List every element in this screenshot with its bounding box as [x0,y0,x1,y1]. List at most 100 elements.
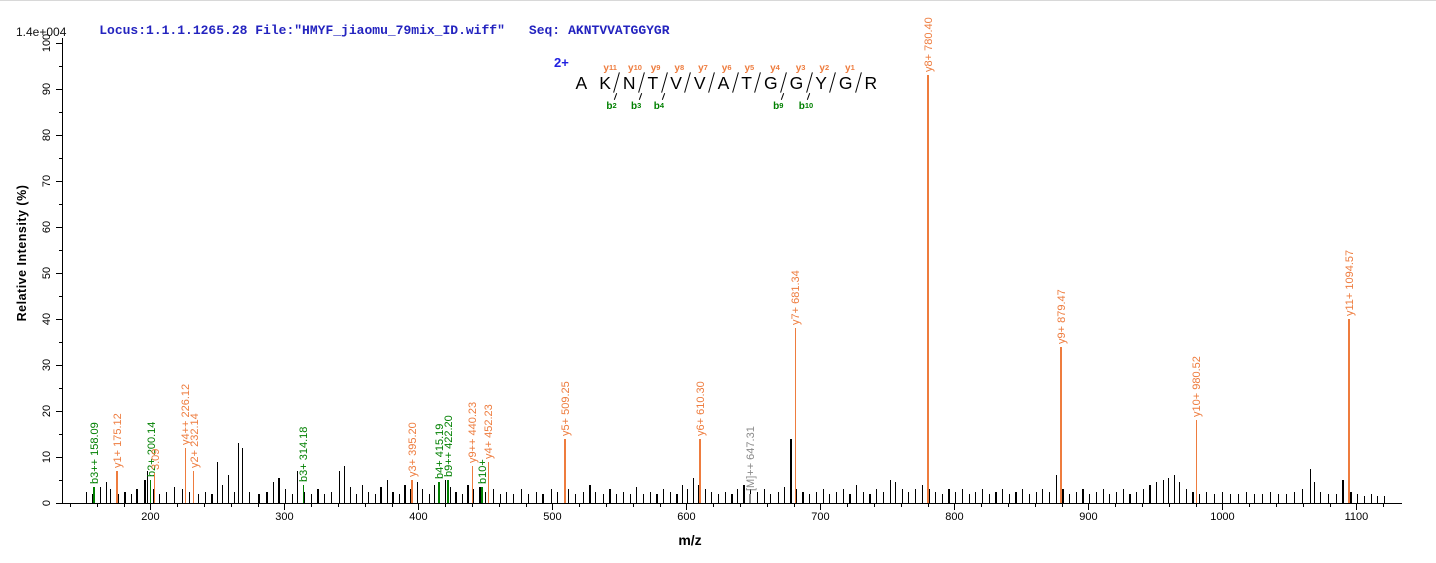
y-tick [56,365,62,366]
x-tick [1142,504,1144,507]
fragment-slash [708,72,715,93]
x-tick [230,504,232,507]
cleavage-gap: y7 [698,63,716,93]
noise-peak [1062,489,1064,503]
b-ion-label: b3 [631,101,642,112]
noise-peak [795,489,797,503]
noise-peak [574,493,576,503]
noise-peak [211,493,213,503]
x-tick [150,504,152,510]
x-tick [1356,504,1358,510]
noise-peak [324,493,326,503]
x-tick [793,504,795,507]
noise-peak [159,493,161,503]
x-tick [364,504,366,507]
x-tick [900,504,902,507]
y-ion-label: y11 [603,63,617,74]
noise-peak [278,477,280,503]
annotated-peak [487,461,490,503]
noise-peak [856,484,858,503]
y-tick [56,181,62,182]
annotated-peak [564,438,566,503]
fragment-slash [829,72,837,93]
annotated-peak [471,466,474,503]
residue-letter: G [763,73,778,93]
noise-peak [368,491,370,503]
y-tick [59,204,62,205]
noise-peak [1156,482,1158,503]
residue-letter: K [599,73,611,93]
cleavage-gap: y2 [819,63,837,93]
noise-peak [550,489,552,503]
x-tick [981,504,983,507]
residue-letter: Y [815,73,827,93]
noise-peak [188,491,190,503]
x-tick [1249,504,1251,507]
noise-peak [455,491,457,503]
noise-peak [1357,493,1359,503]
noise-peak [889,480,891,503]
x-tick [177,504,179,507]
noise-peak [1042,489,1044,503]
noise-peak [676,493,678,503]
residue-letter: G [789,73,804,93]
cleavage-gap: y9 b4 [651,63,669,112]
annotated-peak [447,480,449,503]
noise-peak [338,470,340,503]
noise-peak [1286,493,1288,503]
noise-peak [444,480,446,503]
noise-peak [687,489,689,503]
noise-peak [361,484,363,503]
annotated-peak [149,480,152,503]
noise-peak [882,491,884,503]
annotated-peak [699,438,702,503]
noise-peak [310,493,312,503]
x-tick [257,504,259,507]
noise-peak [629,493,631,503]
noise-peak [1229,493,1232,503]
x-tick [927,504,929,507]
noise-peak [512,493,515,503]
y-tick [56,503,62,504]
residue-letter: A [717,73,730,93]
noise-peak [649,491,651,503]
noise-peak [234,491,236,503]
noise-peak [921,484,923,503]
noise-peak [204,491,206,503]
noise-peak [105,482,107,503]
noise-peak [602,493,604,503]
noise-peak [928,489,930,503]
noise-peak [815,491,817,503]
y-ion-label: y3 [795,63,806,74]
b-ion-label: b4 [653,101,664,112]
noise-peak [1136,491,1138,503]
cleavage-gap: y1 [845,63,863,93]
noise-peak [450,486,452,503]
noise-peak [198,493,200,503]
noise-peak [173,486,176,503]
noise-peak [147,470,149,503]
noise-peak [356,493,358,503]
noise-peak [266,491,268,503]
y-tick [56,227,62,228]
noise-peak [790,438,792,503]
noise-peak [589,484,591,503]
y-tick [56,135,62,136]
noise-peak [1022,489,1024,503]
noise-peak [499,493,501,503]
annotated-peak [411,480,413,503]
y-tick [56,43,62,44]
noise-peak [144,480,146,503]
y-tick [56,319,62,320]
noise-peak [750,489,752,503]
fragment-slash [754,72,762,93]
noise-peak [1089,493,1091,503]
x-tick [552,504,554,510]
max-intensity-label: 1.4e+004 [16,25,67,39]
noise-peak [1199,493,1201,503]
precursor-charge-label: 2+ [554,55,569,70]
noise-peak [374,493,377,503]
x-tick [1276,504,1278,507]
